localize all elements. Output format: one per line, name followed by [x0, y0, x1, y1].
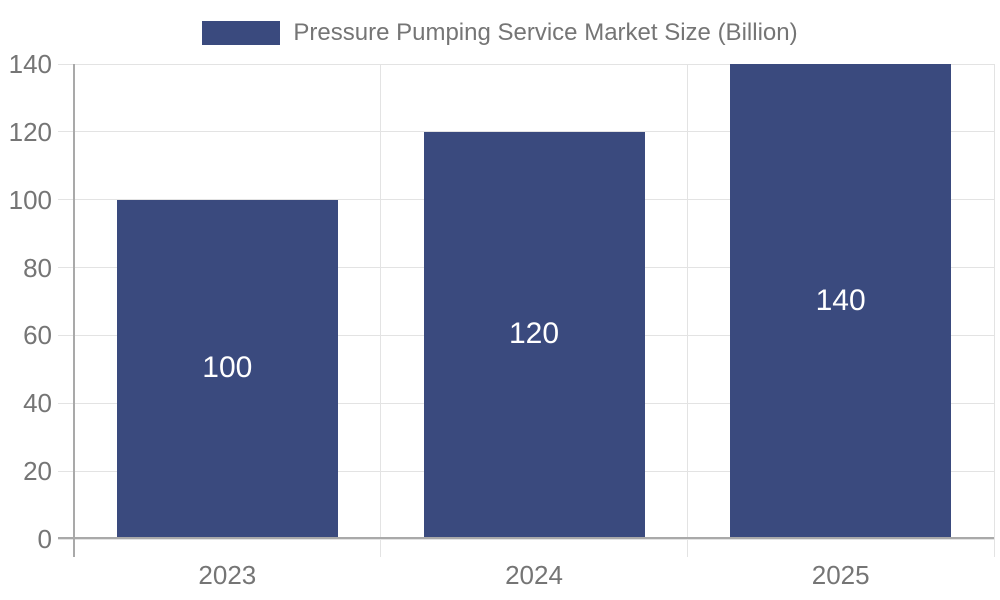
y-tick-label: 100 [8, 184, 52, 215]
x-tick-label: 2024 [505, 560, 563, 590]
y-gridline [58, 538, 994, 540]
bar-value-label: 140 [815, 283, 866, 317]
bar: 100 [116, 199, 338, 537]
y-tick-label: 60 [23, 320, 52, 351]
y-tick-label: 40 [23, 388, 52, 419]
x-gridline [380, 64, 382, 557]
bar-value-label: 120 [508, 317, 560, 351]
legend-label: Pressure Pumping Service Market Size (Bi… [293, 19, 798, 46]
y-gridline [58, 63, 994, 65]
legend: Pressure Pumping Service Market Size (Bi… [0, 19, 1000, 47]
y-gridline [58, 131, 994, 133]
plot-area: 0 20 40 60 80 100 120 140 100 2023 120 2024 140 2025 [9, 49, 995, 590]
legend-swatch [202, 21, 281, 45]
bar: 120 [423, 131, 645, 537]
x-gridline [686, 64, 688, 557]
x-axis-line [58, 537, 994, 539]
y-tick-label: 120 [8, 116, 52, 147]
x-gridline [993, 64, 995, 557]
x-tick-label: 2025 [811, 560, 870, 590]
y-tick-label: 20 [23, 456, 52, 487]
x-tick-label: 2023 [198, 560, 257, 590]
y-tick-label: 0 [37, 524, 52, 554]
bar-value-label: 100 [202, 351, 253, 385]
bar: 140 [730, 64, 952, 537]
y-tick-label: 140 [8, 49, 52, 79]
y-axis-line [73, 64, 75, 557]
y-tick-label: 80 [23, 252, 52, 283]
